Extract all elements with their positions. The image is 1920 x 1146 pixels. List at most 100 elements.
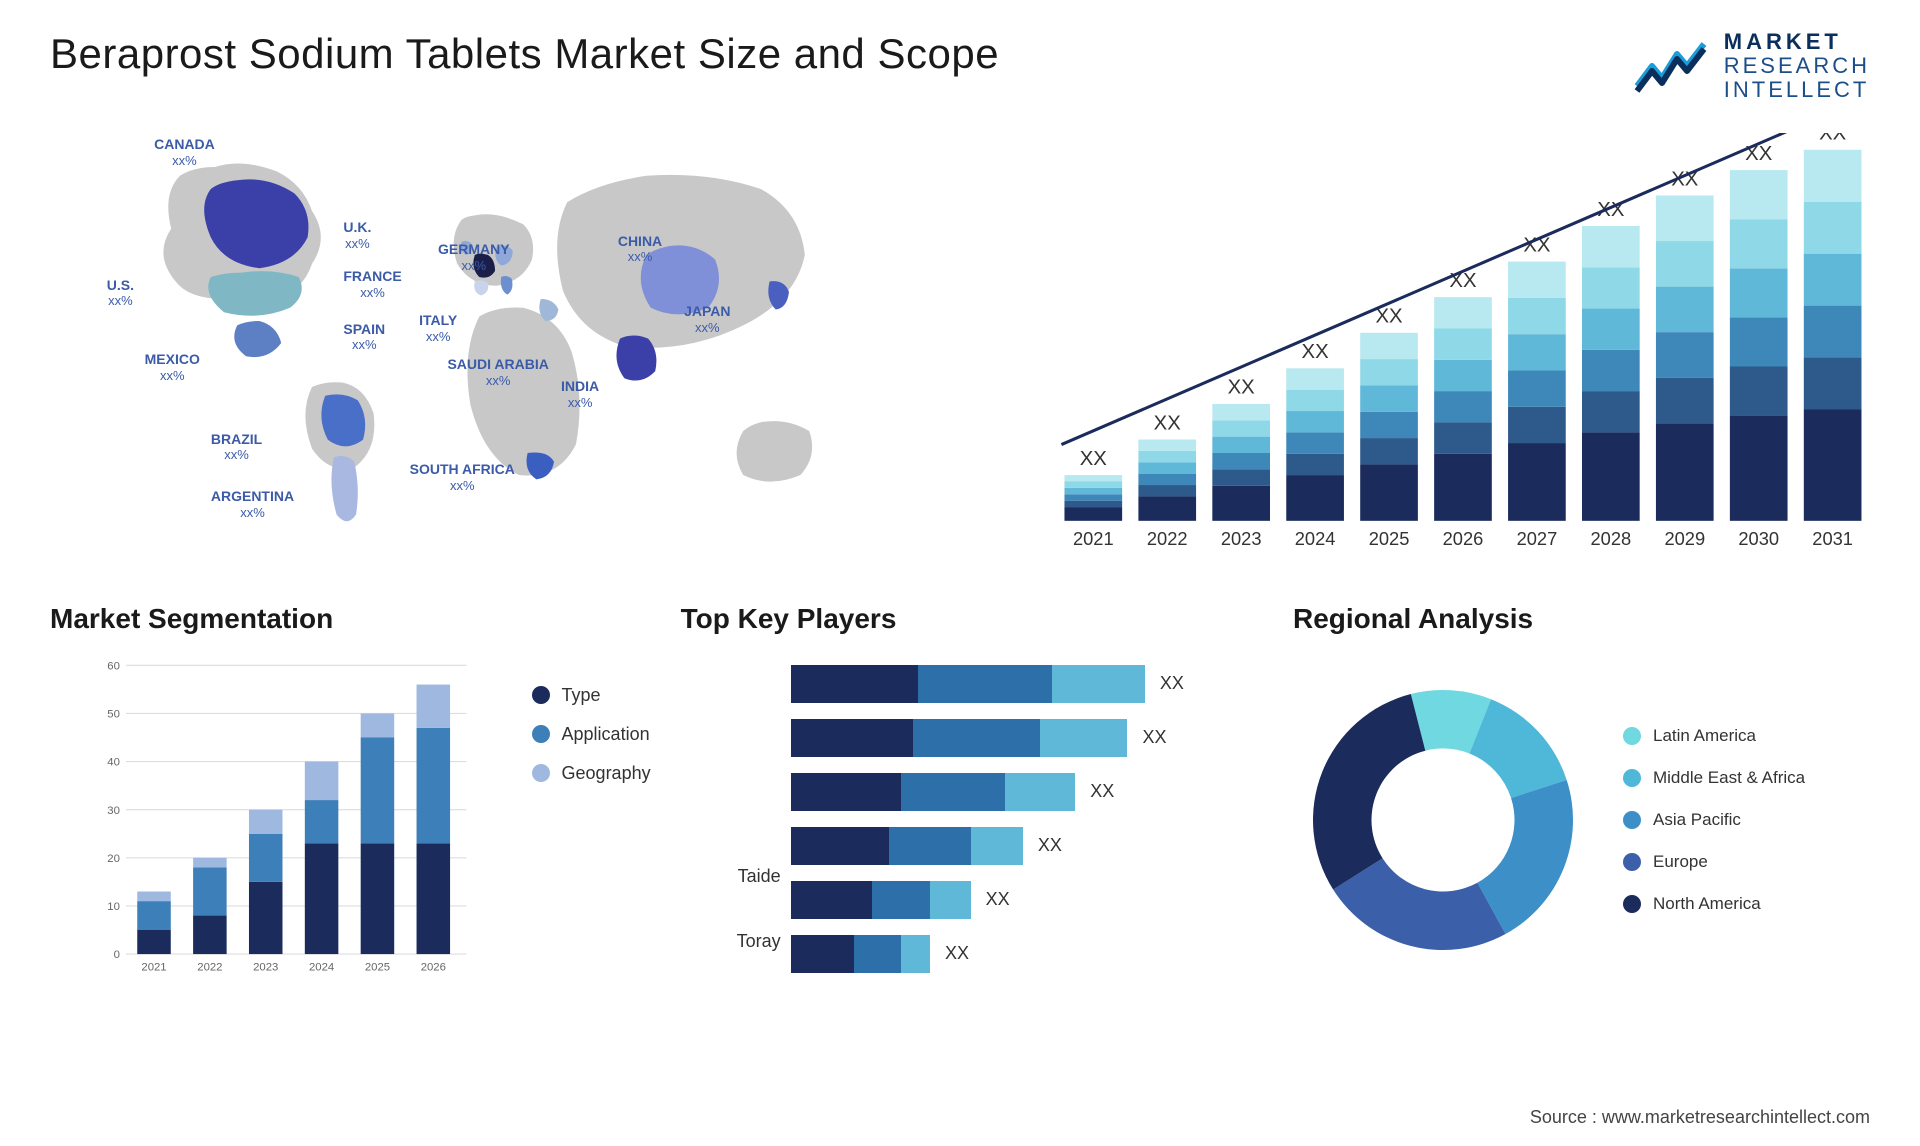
forecast-bar-segment	[1435, 422, 1493, 453]
donut-wrap	[1293, 670, 1593, 970]
forecast-bar-segment	[1582, 391, 1640, 432]
player-name: Toray	[681, 931, 781, 952]
forecast-bar-segment	[1508, 370, 1566, 406]
seg-ytick: 40	[107, 756, 120, 768]
forecast-bar-segment	[1139, 439, 1197, 450]
player-row: XX	[791, 935, 1263, 973]
player-bar	[791, 935, 930, 973]
forecast-bar-segment	[1508, 297, 1566, 333]
seg-xtick: 2024	[309, 961, 334, 973]
forecast-bar-segment	[1287, 368, 1345, 389]
regional-legend: Latin AmericaMiddle East & AfricaAsia Pa…	[1623, 726, 1805, 914]
player-bar-segment	[791, 665, 919, 703]
map-label: CANADAxx%	[154, 136, 215, 168]
forecast-bar-segment	[1656, 195, 1714, 241]
seg-legend-label: Application	[562, 724, 650, 745]
map-region	[208, 271, 301, 316]
swatch-icon	[1623, 853, 1641, 871]
seg-ytick: 10	[107, 901, 120, 913]
regional-legend-label: Middle East & Africa	[1653, 768, 1805, 788]
regional-title: Regional Analysis	[1293, 603, 1870, 635]
segmentation-chart-wrap: 0102030405060202120222023202420252026	[50, 655, 512, 985]
forecast-bar-segment	[1139, 450, 1197, 461]
seg-bar-segment	[249, 809, 283, 833]
player-bar	[791, 827, 1023, 865]
map-label: FRANCExx%	[343, 268, 401, 300]
forecast-bar-segment	[1508, 406, 1566, 442]
top-row: CANADAxx%U.S.xx%MEXICOxx%BRAZILxx%ARGENT…	[50, 123, 1870, 563]
map-label: SPAINxx%	[343, 321, 385, 353]
seg-xtick: 2023	[253, 961, 278, 973]
forecast-bar-label: XX	[1819, 133, 1847, 145]
donut-segment	[1313, 694, 1425, 889]
forecast-bar-segment	[1065, 507, 1123, 521]
forecast-bar-segment	[1361, 464, 1419, 520]
logo-text: MARKET RESEARCH INTELLECT	[1724, 30, 1870, 103]
map-label: CHINAxx%	[618, 233, 662, 265]
player-bar-segment	[1040, 719, 1127, 757]
forecast-bar-segment	[1435, 359, 1493, 390]
seg-bar-segment	[361, 843, 395, 954]
forecast-year-label: 2031	[1813, 528, 1854, 549]
seg-bar-segment	[361, 737, 395, 843]
seg-ytick: 50	[107, 708, 120, 720]
world-map-panel: CANADAxx%U.S.xx%MEXICOxx%BRAZILxx%ARGENT…	[50, 123, 996, 563]
forecast-bar-segment	[1435, 391, 1493, 422]
seg-bar-segment	[305, 800, 339, 843]
forecast-year-label: 2026	[1443, 528, 1484, 549]
forecast-bar-segment	[1508, 443, 1566, 521]
player-value: XX	[986, 889, 1010, 910]
map-label: BRAZILxx%	[211, 431, 262, 463]
forecast-bar-segment	[1139, 473, 1197, 484]
regional-legend-item: Middle East & Africa	[1623, 768, 1805, 788]
player-bar	[791, 881, 971, 919]
forecast-bar-segment	[1804, 409, 1862, 520]
source-text: Source : www.marketresearchintellect.com	[1530, 1107, 1870, 1128]
player-row: XX	[791, 665, 1263, 703]
regional-content: Latin AmericaMiddle East & AfricaAsia Pa…	[1293, 655, 1870, 985]
regional-legend-item: Europe	[1623, 852, 1805, 872]
forecast-bar-segment	[1656, 423, 1714, 521]
forecast-bar-segment	[1730, 317, 1788, 366]
swatch-icon	[1623, 811, 1641, 829]
forecast-bar-segment	[1213, 469, 1271, 485]
seg-bar-segment	[193, 857, 227, 867]
player-bar-segment	[791, 827, 890, 865]
logo-line1: MARKET	[1724, 30, 1870, 54]
forecast-bar-label: XX	[1080, 447, 1108, 469]
swatch-icon	[1623, 769, 1641, 787]
logo-icon	[1632, 36, 1712, 96]
forecast-year-label: 2025	[1369, 528, 1410, 549]
forecast-bar-label: XX	[1302, 341, 1330, 363]
player-bar-segment	[791, 719, 913, 757]
segmentation-content: 0102030405060202120222023202420252026 Ty…	[50, 655, 651, 985]
forecast-bar-segment	[1656, 332, 1714, 378]
swatch-icon	[532, 764, 550, 782]
seg-bar-segment	[137, 891, 171, 901]
forecast-bar-segment	[1730, 219, 1788, 268]
seg-legend-item: Type	[532, 685, 651, 706]
forecast-bar-segment	[1213, 403, 1271, 419]
forecast-chart-panel: XX2021XX2022XX2023XX2024XX2025XX2026XX20…	[1036, 123, 1870, 563]
swatch-icon	[1623, 727, 1641, 745]
map-label: GERMANYxx%	[438, 241, 510, 273]
key-players-labels: Taide Toray	[681, 655, 781, 985]
regional-legend-item: North America	[1623, 894, 1805, 914]
player-row: XX	[791, 881, 1263, 919]
regional-legend-label: North America	[1653, 894, 1761, 914]
player-bar-segment	[889, 827, 970, 865]
seg-bar-segment	[417, 843, 451, 954]
player-value: XX	[1142, 727, 1166, 748]
forecast-bar-segment	[1361, 438, 1419, 464]
forecast-bar-segment	[1582, 432, 1640, 520]
forecast-bar-segment	[1804, 357, 1862, 409]
player-name: Taide	[681, 866, 781, 887]
logo: MARKET RESEARCH INTELLECT	[1632, 30, 1870, 103]
map-region	[501, 276, 513, 295]
player-bar-segment	[1005, 773, 1075, 811]
forecast-bar-segment	[1065, 475, 1123, 481]
player-bar-segment	[872, 881, 930, 919]
regional-donut	[1293, 670, 1593, 970]
player-bar-segment	[854, 935, 900, 973]
forecast-bar-segment	[1730, 415, 1788, 520]
